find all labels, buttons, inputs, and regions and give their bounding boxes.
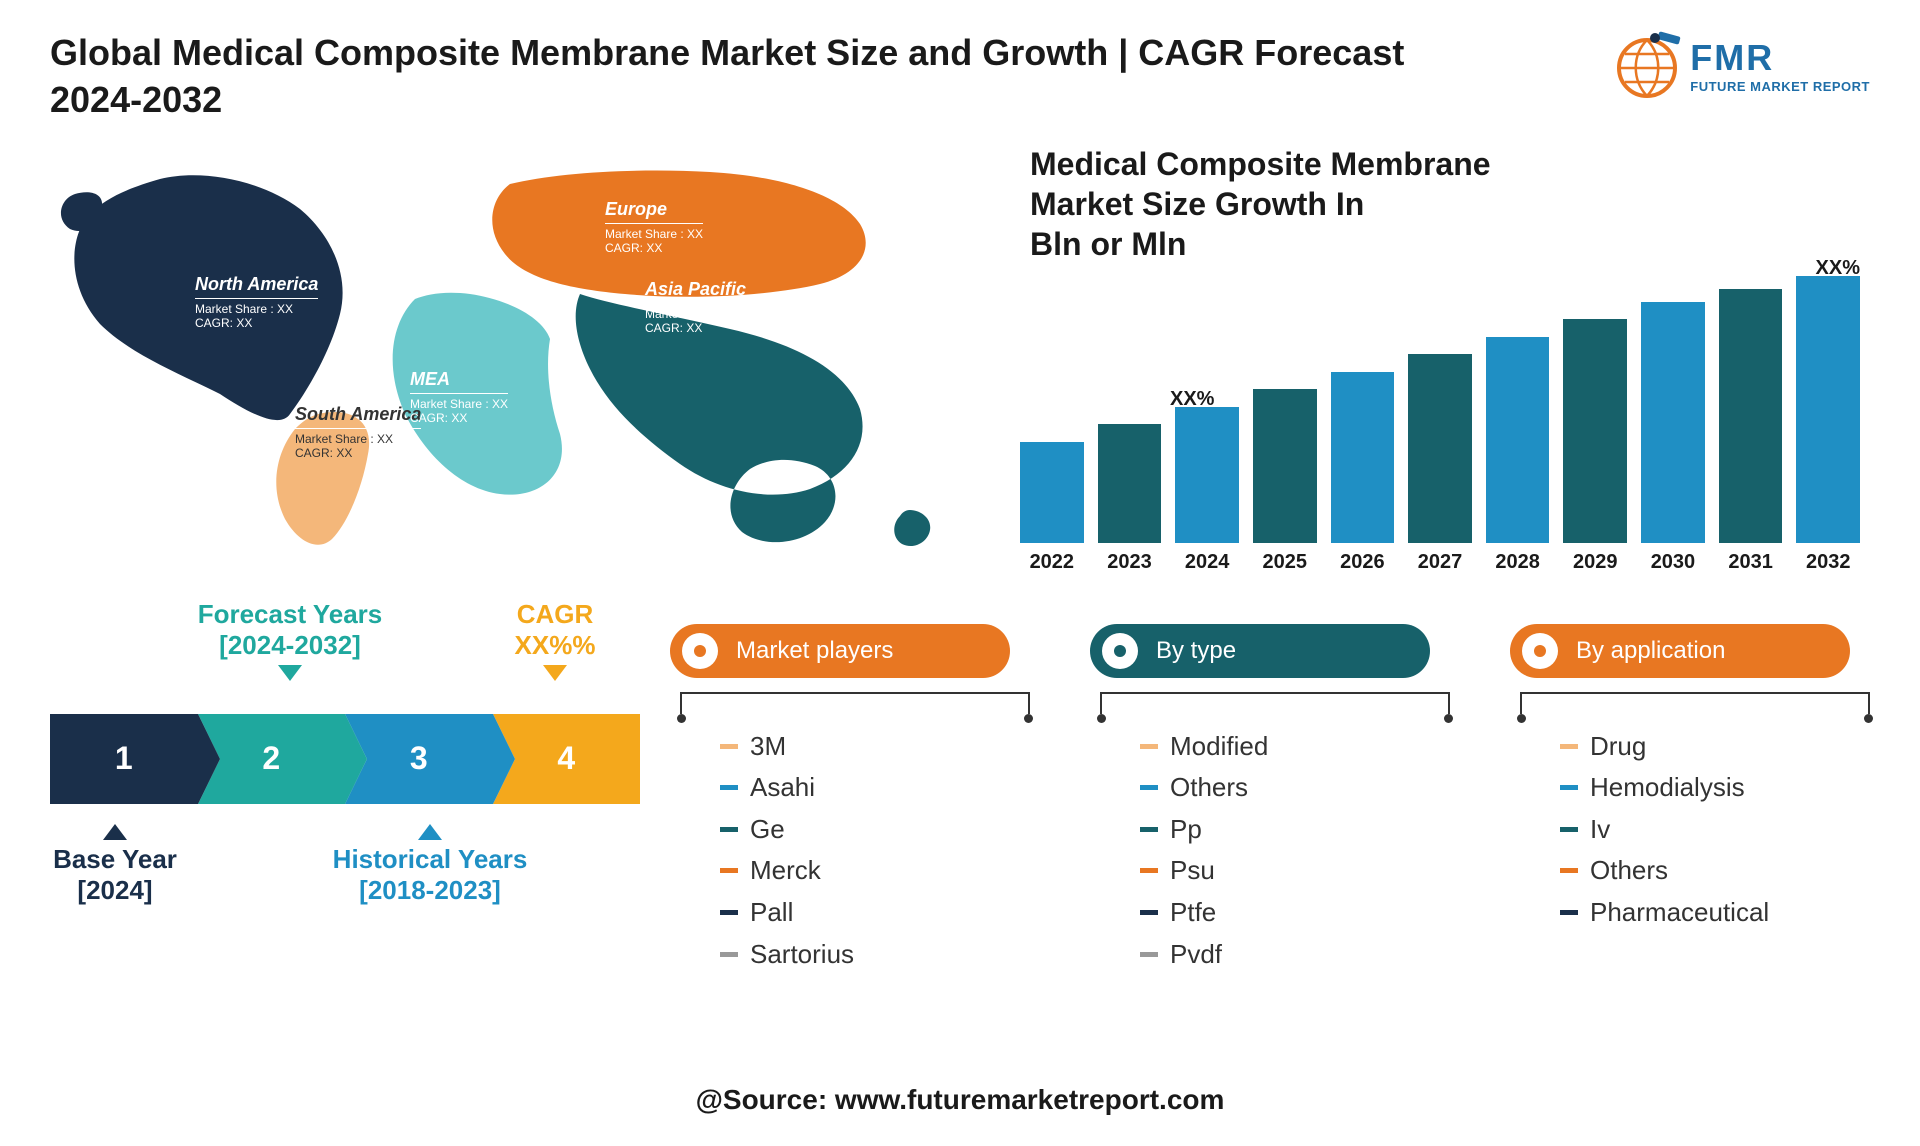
chart-title: Medical Composite Membrane Market Size G… <box>1030 144 1870 264</box>
list-item: Pall <box>720 892 1030 934</box>
bar-col-2024: 2024 <box>1175 407 1239 574</box>
region-label-mea: MEAMarket Share : XXCAGR: XX <box>410 369 508 425</box>
category-panel: Market players 3MAsahiGeMerckPallSartoriu… <box>670 624 1030 976</box>
bar-year-label: 2027 <box>1418 551 1463 574</box>
bar-col-2026: 2026 <box>1331 372 1395 574</box>
bar-col-2022: 2022 <box>1020 442 1084 574</box>
bar-year-label: 2024 <box>1185 551 1230 574</box>
region-label-north-america: North AmericaMarket Share : XXCAGR: XX <box>195 274 318 330</box>
list-item: Psu <box>1140 850 1450 892</box>
region-label-europe: EuropeMarket Share : XXCAGR: XX <box>605 199 703 255</box>
historical-label: Historical Years [2018-2023] <box>315 824 545 906</box>
top-row: North AmericaMarket Share : XXCAGR: XX So… <box>50 144 1870 574</box>
bar-year-label: 2026 <box>1340 551 1385 574</box>
bar <box>1408 354 1472 542</box>
category-panel: By type ModifiedOthersPpPsuPtfePvdf <box>1090 624 1450 976</box>
bar <box>1020 442 1084 543</box>
list-item: Pharmaceutical <box>1560 892 1870 934</box>
bullet-icon <box>1102 633 1138 669</box>
bracket-divider <box>1100 692 1450 714</box>
bottom-row: Forecast Years [2024-2032] CAGR XX%% 123… <box>50 624 1870 976</box>
bar-col-2025: 2025 <box>1253 389 1317 573</box>
list-item: Asahi <box>720 767 1030 809</box>
bar-col-2023: 2023 <box>1098 424 1162 573</box>
bar <box>1098 424 1162 542</box>
base-label: Base Year [2024] <box>35 824 195 906</box>
timeline-seg-3: 3 <box>345 714 493 804</box>
map-svg <box>50 144 970 554</box>
list-item: Modified <box>1140 726 1450 768</box>
world-map: North AmericaMarket Share : XXCAGR: XX So… <box>50 144 970 574</box>
category-title: Market players <box>736 637 893 665</box>
list-item: Merck <box>720 850 1030 892</box>
bar-year-label: 2029 <box>1573 551 1618 574</box>
bar-col-2028: 2028 <box>1486 337 1550 574</box>
bar <box>1175 407 1239 543</box>
bar-chart-panel: Medical Composite Membrane Market Size G… <box>1010 144 1870 574</box>
logo-subtext: FUTURE MARKET REPORT <box>1690 79 1870 94</box>
bar-year-label: 2025 <box>1262 551 1307 574</box>
bar-year-label: 2032 <box>1806 551 1851 574</box>
bar <box>1331 372 1395 543</box>
page-title: Global Medical Composite Membrane Market… <box>50 30 1500 124</box>
logo-text: FMR <box>1690 37 1870 79</box>
category-header: By type <box>1090 624 1430 678</box>
timeline-panel: Forecast Years [2024-2032] CAGR XX%% 123… <box>50 624 640 804</box>
bar <box>1641 302 1705 543</box>
bar-col-2029: 2029 <box>1563 319 1627 573</box>
category-panel: By application DrugHemodialysisIvOthersPh… <box>1510 624 1870 976</box>
category-list: 3MAsahiGeMerckPallSartorius <box>670 714 1030 976</box>
list-item: Hemodialysis <box>1560 767 1870 809</box>
bullet-icon <box>682 633 718 669</box>
region-label-asia-pacific: Asia PacificMarket Share : XXCAGR: XX <box>645 279 746 335</box>
category-list: DrugHemodialysisIvOthersPharmaceutical <box>1510 714 1870 934</box>
bar-year-label: 2022 <box>1030 551 1075 574</box>
header: Global Medical Composite Membrane Market… <box>50 30 1870 124</box>
category-title: By application <box>1576 637 1725 665</box>
bar-year-label: 2031 <box>1728 551 1773 574</box>
bracket-divider <box>1520 692 1870 714</box>
bullet-icon <box>1522 633 1558 669</box>
bar <box>1253 389 1317 542</box>
category-title: By type <box>1156 637 1236 665</box>
bar-col-2030: 2030 <box>1641 302 1705 574</box>
brand-logo: FMR FUTURE MARKET REPORT <box>1612 30 1870 100</box>
bar <box>1719 289 1783 543</box>
category-header: Market players <box>670 624 1010 678</box>
bar-col-2031: 2031 <box>1719 289 1783 574</box>
bar-chart: XX% XX% 20222023202420252026202720282029… <box>1010 274 1870 574</box>
list-item: 3M <box>720 726 1030 768</box>
list-item: Iv <box>1560 809 1870 851</box>
list-item: Pp <box>1140 809 1450 851</box>
category-header: By application <box>1510 624 1850 678</box>
list-item: Sartorius <box>720 934 1030 976</box>
bar-col-2027: 2027 <box>1408 354 1472 573</box>
category-list: ModifiedOthersPpPsuPtfePvdf <box>1090 714 1450 976</box>
bracket-divider <box>680 692 1030 714</box>
list-item: Others <box>1560 850 1870 892</box>
forecast-label: Forecast Years [2024-2032] <box>190 599 390 681</box>
list-item: Pvdf <box>1140 934 1450 976</box>
timeline-bar: 1234 <box>50 714 640 804</box>
bar-col-2032: 2032 <box>1796 276 1860 574</box>
categories-row: Market players 3MAsahiGeMerckPallSartoriu… <box>670 624 1870 976</box>
bar-year-label: 2023 <box>1107 551 1152 574</box>
globe-spyglass-icon <box>1612 30 1682 100</box>
timeline-seg-4: 4 <box>493 714 641 804</box>
list-item: Ptfe <box>1140 892 1450 934</box>
region-label-south-america: South AmericaMarket Share : XXCAGR: XX <box>295 404 421 460</box>
bar <box>1486 337 1550 543</box>
timeline-seg-2: 2 <box>198 714 346 804</box>
bar <box>1796 276 1860 543</box>
bar-year-label: 2030 <box>1651 551 1696 574</box>
source-attribution: @Source: www.futuremarketreport.com <box>696 1084 1225 1116</box>
timeline-seg-1: 1 <box>50 714 198 804</box>
list-item: Others <box>1140 767 1450 809</box>
list-item: Ge <box>720 809 1030 851</box>
bar-year-label: 2028 <box>1495 551 1540 574</box>
bar <box>1563 319 1627 542</box>
cagr-label: CAGR XX%% <box>490 599 620 681</box>
list-item: Drug <box>1560 726 1870 768</box>
